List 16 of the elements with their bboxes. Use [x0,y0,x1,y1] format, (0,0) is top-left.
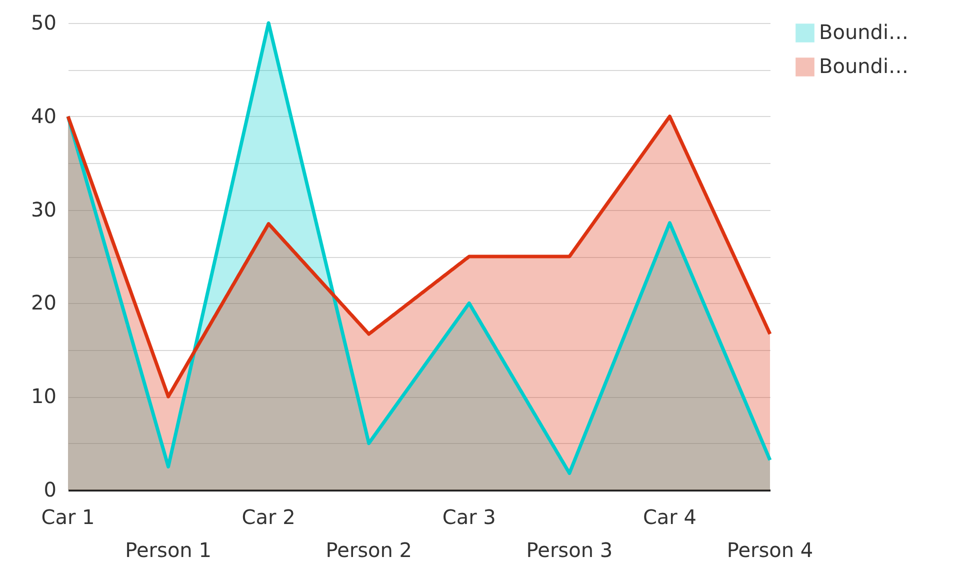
x-tick-label: Car 2 [242,505,296,529]
y-tick-label: 40 [31,104,56,128]
y-tick-label: 50 [31,10,56,34]
x-tick-label: Car 1 [41,505,95,529]
x-tick-label: Person 2 [326,538,412,562]
y-tick-label: 20 [31,290,56,315]
x-tick-label: Person 3 [526,538,613,562]
y-tick-label: 10 [31,384,56,408]
legend-label: Boundi… [819,54,909,78]
y-tick-label: 30 [31,197,56,222]
y-tick-label: 0 [44,478,56,502]
x-tick-label: Person 1 [125,538,212,562]
x-tick-label: Person 4 [726,538,814,562]
x-tick-label: Car 3 [442,505,496,529]
x-tick-label: Car 4 [642,505,696,529]
legend-label: Boundi… [819,20,909,44]
